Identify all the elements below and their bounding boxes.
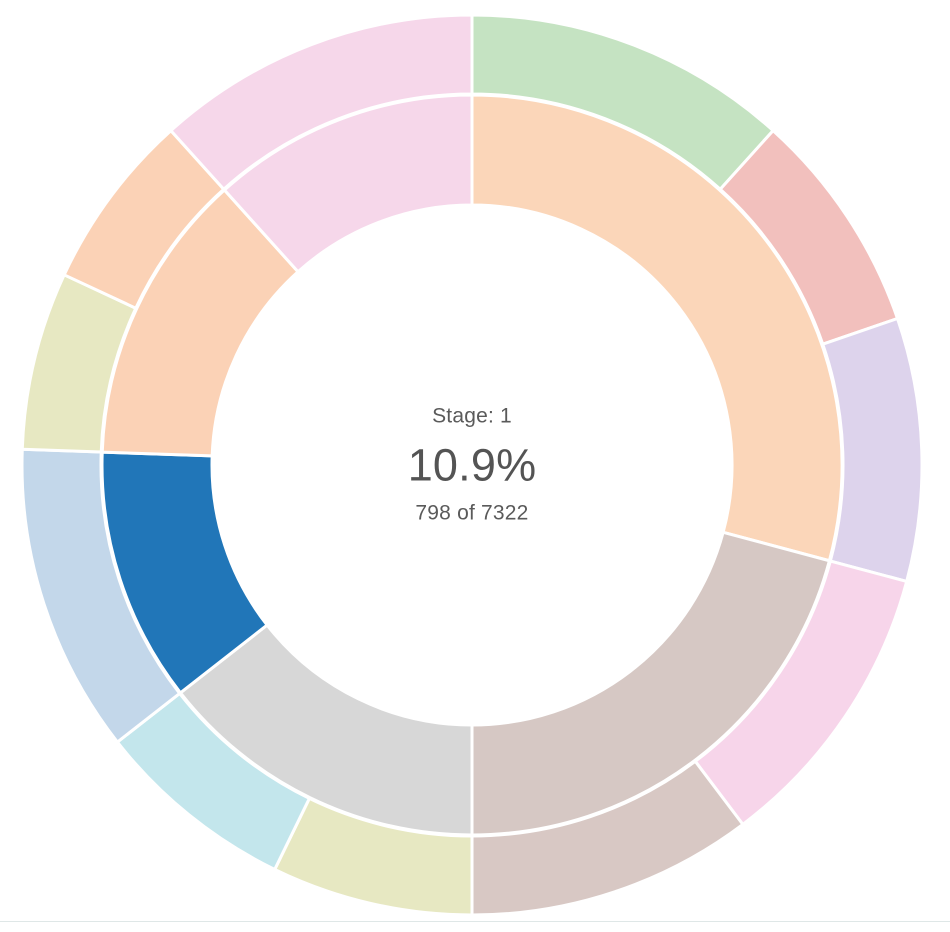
sunburst-segment[interactable] xyxy=(222,93,474,274)
sunburst-segment[interactable] xyxy=(470,93,844,563)
bottom-strip xyxy=(0,922,950,932)
bottom-divider xyxy=(0,921,950,922)
sunburst-segment[interactable] xyxy=(470,530,831,837)
inner-ring[interactable] xyxy=(100,93,844,837)
outer-ring[interactable] xyxy=(20,13,924,917)
